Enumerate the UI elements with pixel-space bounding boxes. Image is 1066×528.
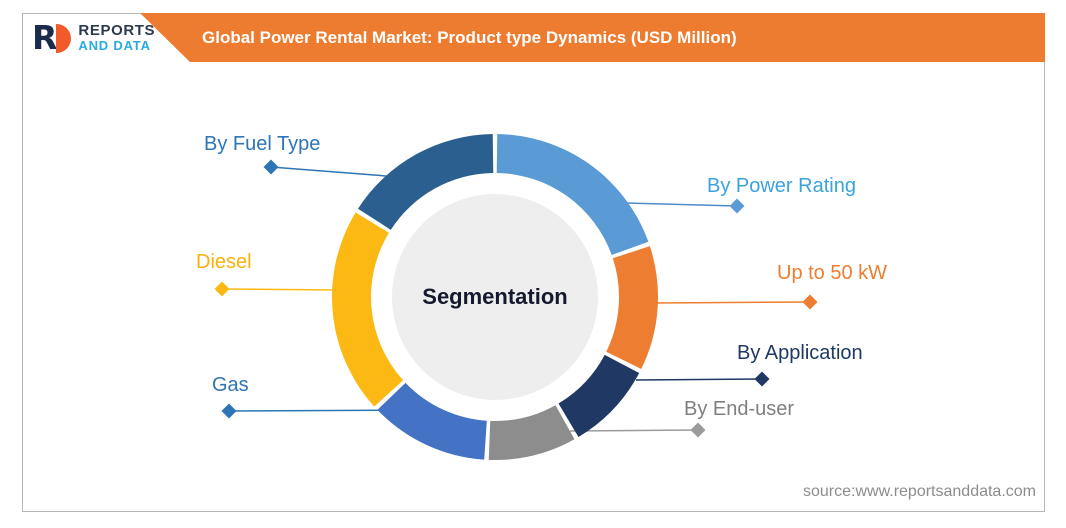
donut-segment-5 [331,212,404,407]
callout-label-diesel: Diesel [196,251,252,273]
logo-mark: R [32,18,72,57]
callout-line-5 [221,288,339,291]
callout-line-0 [626,202,738,207]
donut-center-disc [392,194,598,400]
callout-diamond-4 [221,403,237,419]
callout-label-by-end-user: By End-user [684,398,795,420]
donut-center-label: Segmentation [422,284,568,309]
callout-diamond-6 [263,159,279,175]
reports-and-data-logo: R REPORTS AND DATA [32,18,155,57]
donut-segment-4 [377,382,487,460]
logo-r-glyph: R [32,18,57,57]
callout-label-by-fuel-type: By Fuel Type [204,133,321,155]
callout-label-by-application: By Application [737,342,863,364]
callout-diamond-5 [214,281,230,297]
callout-label-by-power-rating: By Power Rating [707,175,856,197]
callout-label-gas: Gas [212,374,249,396]
donut-segment-0 [496,134,649,255]
callout-diamond-0 [729,198,745,214]
logo-text: REPORTS AND DATA [78,23,155,53]
donut-segment-2 [558,354,640,438]
callout-diamond-1 [802,294,818,310]
title-banner: Global Power Rental Market: Product type… [140,13,1045,62]
source-attribution: source:www.reportsanddata.com [803,483,1036,500]
donut-segment-3 [488,405,575,460]
callout-diamond-3 [690,422,706,438]
donut-segment-6 [357,134,494,230]
logo-line-and-data: AND DATA [78,38,151,53]
logo-d-shape [56,23,72,53]
donut-segment-1 [606,246,658,369]
callout-line-2 [635,378,763,381]
page-title: Global Power Rental Market: Product type… [202,27,737,47]
callout-label-up-to-50-kw: Up to 50 kW [777,262,888,284]
callout-diamond-2 [754,371,770,387]
logo-line-reports: REPORTS [78,22,156,39]
callout-line-1 [655,301,811,304]
callout-line-3 [569,429,699,432]
